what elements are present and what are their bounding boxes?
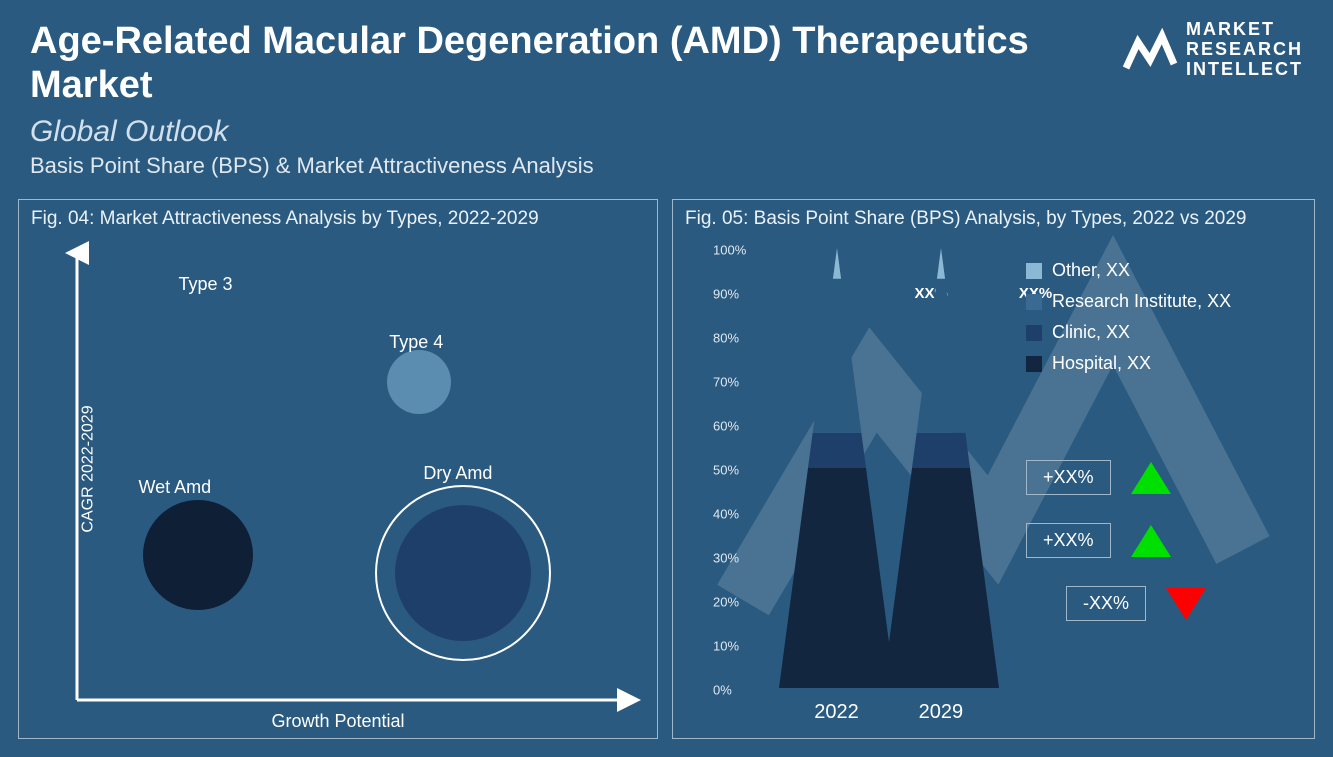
indicator-value: +XX% [1026, 523, 1111, 558]
indicator-value: +XX% [1026, 460, 1111, 495]
y-tick: 40% [713, 507, 739, 522]
y-tick: 70% [713, 375, 739, 390]
indicators: +XX% +XX% -XX% [1026, 460, 1296, 649]
x-axis-label: Growth Potential [271, 711, 404, 732]
y-tick: 80% [713, 331, 739, 346]
fig-title: Fig. 04: Market Attractiveness Analysis … [19, 200, 657, 238]
legend-item: Other, XX [1026, 260, 1296, 281]
bps-chart-panel: Fig. 05: Basis Point Share (BPS) Analysi… [672, 199, 1315, 739]
axes-icon [69, 245, 637, 698]
legend-swatch [1026, 263, 1042, 279]
y-tick: 60% [713, 419, 739, 434]
y-tick: 100% [713, 243, 746, 258]
header: Age-Related Macular Degeneration (AMD) T… [0, 0, 1333, 189]
bubble-label: Type 3 [178, 274, 232, 295]
page-title: Age-Related Macular Degeneration (AMD) T… [30, 20, 1080, 107]
y-tick: 0% [713, 683, 732, 698]
bubble [143, 500, 253, 610]
attractiveness-chart-panel: Fig. 04: Market Attractiveness Analysis … [18, 199, 658, 739]
y-tick: 30% [713, 551, 739, 566]
y-tick: 90% [713, 287, 739, 302]
indicator-value: -XX% [1066, 586, 1146, 621]
fig-title: Fig. 05: Basis Point Share (BPS) Analysi… [673, 200, 1314, 238]
legend-item: Research Institute, XX [1026, 291, 1296, 312]
legend-item: Clinic, XX [1026, 322, 1296, 343]
indicator-row: +XX% [1026, 523, 1296, 558]
bubble-label: Dry Amd [423, 463, 492, 484]
y-tick: 50% [713, 463, 739, 478]
legend-swatch [1026, 325, 1042, 341]
legend-swatch [1026, 356, 1042, 372]
legend-label: Hospital, XX [1052, 353, 1151, 374]
indicator-row: -XX% [1026, 586, 1296, 621]
triangle-up-icon [1131, 525, 1171, 557]
y-tick: 20% [713, 595, 739, 610]
legend-item: Hospital, XX [1026, 353, 1296, 374]
legend-label: Other, XX [1052, 260, 1130, 281]
bubble [395, 505, 531, 641]
legend-swatch [1026, 294, 1042, 310]
cone [779, 248, 895, 688]
bubble-label: Type 4 [389, 332, 443, 353]
triangle-down-icon [1166, 588, 1206, 620]
cone-chart-area: 0%10%20%30%40%50%60%70%80%90%100%XX%XX%X… [713, 250, 1014, 688]
y-tick: 10% [713, 639, 739, 654]
subtitle: Global Outlook [30, 115, 1303, 149]
cone-x-label: 2022 [814, 701, 859, 724]
bubble-label: Wet Amd [138, 477, 211, 498]
cone-x-label: 2029 [919, 701, 964, 724]
bubble [387, 350, 451, 414]
legend: Other, XX Research Institute, XX Clinic, X… [1026, 260, 1296, 384]
indicator-row: +XX% [1026, 460, 1296, 495]
bubble-chart-area: Type 3 Type 4 Wet Amd Dry Amd [69, 245, 637, 698]
logo-text: MARKET RESEARCH INTELLECT [1186, 20, 1303, 79]
triangle-up-icon [1131, 462, 1171, 494]
cone [883, 248, 999, 688]
legend-label: Research Institute, XX [1052, 291, 1231, 312]
logo-mark-icon [1122, 28, 1178, 72]
legend-label: Clinic, XX [1052, 322, 1130, 343]
subtitle-2: Basis Point Share (BPS) & Market Attract… [30, 153, 1303, 179]
brand-logo: MARKET RESEARCH INTELLECT [1122, 20, 1303, 79]
